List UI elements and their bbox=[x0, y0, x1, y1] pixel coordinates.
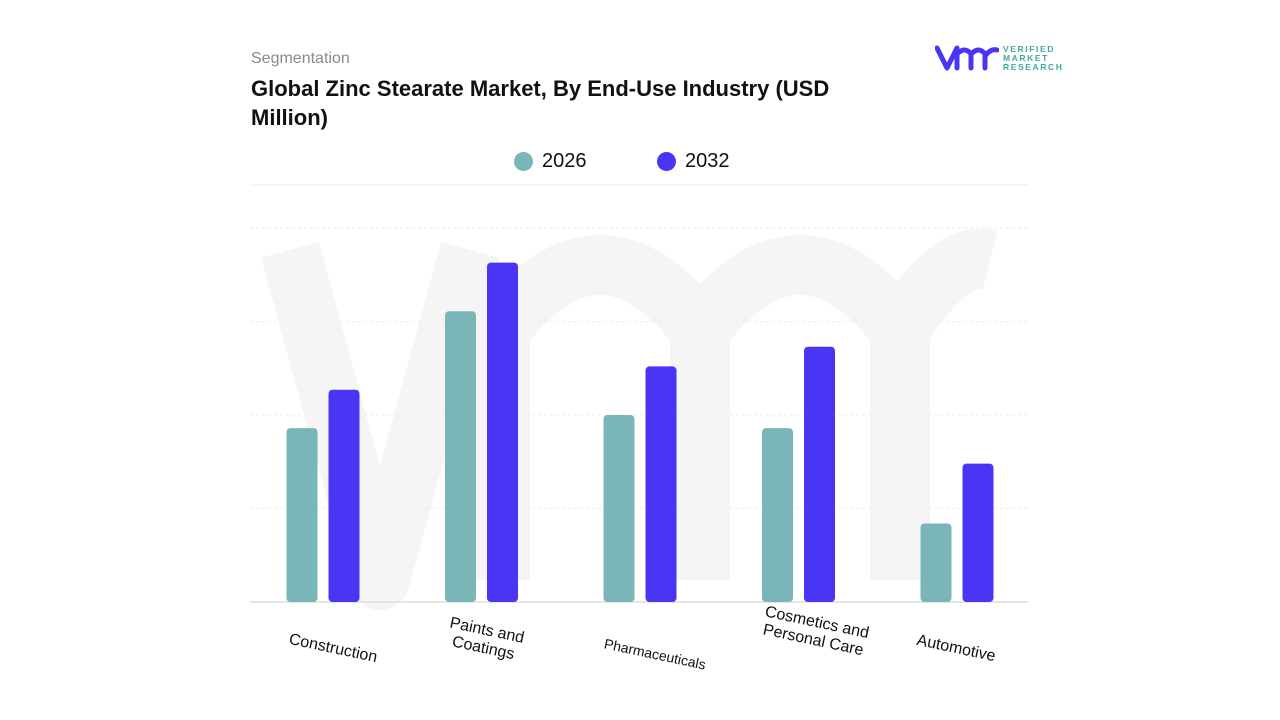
legend-item-2032: 2032 bbox=[657, 150, 800, 173]
bar-2026-construction bbox=[286, 428, 318, 602]
bar-2026-cosmetics-and-personal-care bbox=[762, 428, 793, 602]
vmr-logo-icon bbox=[935, 45, 999, 71]
bar-2026-pharmaceuticals bbox=[603, 415, 635, 602]
legend-swatch bbox=[514, 152, 533, 171]
watermark-icon bbox=[261, 228, 998, 610]
bar-2032-paints-and-coatings bbox=[487, 262, 518, 602]
legend: 2026 2032 bbox=[514, 150, 800, 173]
bar-2026-automotive bbox=[920, 523, 952, 602]
bar-2032-pharmaceuticals bbox=[645, 366, 677, 602]
bar-2032-construction bbox=[328, 389, 360, 602]
bar-2032-cosmetics-and-personal-care bbox=[804, 346, 835, 602]
logo: VERIFIED MARKET RESEARCH bbox=[935, 44, 1064, 72]
logo-text: VERIFIED MARKET RESEARCH bbox=[1003, 43, 1064, 72]
bar-2026-paints-and-coatings bbox=[445, 311, 476, 602]
chart-title: Global Zinc Stearate Market, By End-Use … bbox=[251, 76, 830, 130]
segment-label: Segmentation bbox=[251, 50, 350, 67]
legend-swatch bbox=[657, 152, 676, 171]
bar-2032-automotive bbox=[962, 463, 994, 602]
legend-item-2026: 2026 bbox=[514, 150, 657, 173]
